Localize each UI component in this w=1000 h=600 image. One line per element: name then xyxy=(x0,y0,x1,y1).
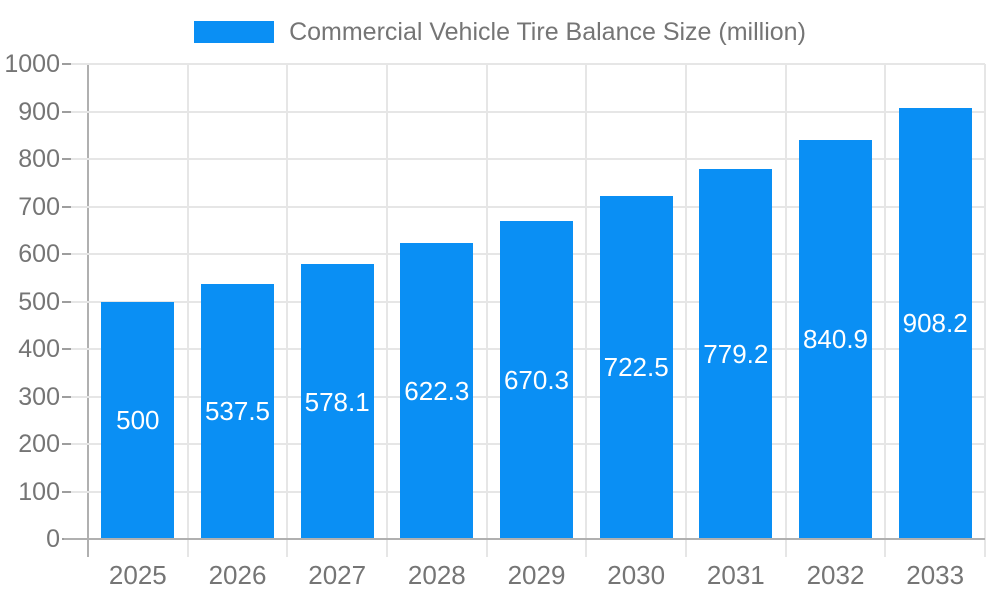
y-axis-label: 700 xyxy=(18,192,60,221)
y-axis-tick xyxy=(62,110,71,113)
y-axis-tick xyxy=(62,205,71,208)
vertical-gridline xyxy=(585,64,588,557)
vertical-gridline xyxy=(386,64,388,557)
bar[interactable]: 840.9 xyxy=(799,139,872,539)
bar-value-label: 840.9 xyxy=(802,324,869,355)
vertical-gridline xyxy=(186,64,189,557)
y-axis-tick xyxy=(62,158,71,160)
y-axis-tick xyxy=(62,395,71,398)
bar-value-label: 670.3 xyxy=(503,364,570,395)
bar-value-label: 500 xyxy=(116,405,160,436)
x-axis-label: 2033 xyxy=(906,560,965,590)
vertical-gridline xyxy=(984,64,986,557)
legend[interactable]: Commercial Vehicle Tire Balance Size (mi… xyxy=(0,18,1000,46)
y-axis-label: 600 xyxy=(18,240,60,268)
y-axis-label: 900 xyxy=(18,97,60,126)
y-axis-label: 500 xyxy=(18,287,60,316)
horizontal-gridline xyxy=(64,110,985,113)
x-axis-label: 2030 xyxy=(607,560,666,590)
y-axis-label: 100 xyxy=(18,477,60,506)
vertical-gridline xyxy=(784,64,787,557)
x-axis-label: 2032 xyxy=(806,560,865,590)
y-axis-tick xyxy=(62,443,71,445)
bar-value-label: 722.5 xyxy=(603,352,669,383)
bar[interactable]: 908.2 xyxy=(898,107,972,539)
y-axis-label: 0 xyxy=(46,525,60,553)
horizontal-gridline xyxy=(64,205,985,208)
y-axis-tick xyxy=(62,253,71,255)
bar[interactable]: 779.2 xyxy=(699,168,773,539)
bar[interactable]: 500 xyxy=(101,301,175,539)
y-axis-label: 300 xyxy=(18,382,60,411)
legend-swatch-icon xyxy=(194,21,275,43)
vertical-gridline xyxy=(685,64,687,557)
y-axis-label: 400 xyxy=(18,335,60,363)
legend-label: Commercial Vehicle Tire Balance Size (mi… xyxy=(289,18,806,46)
y-axis-tick xyxy=(62,300,71,303)
x-axis-label: 2031 xyxy=(706,560,765,590)
bar-value-label: 537.5 xyxy=(204,396,271,427)
bar-value-label: 578.1 xyxy=(304,386,370,417)
x-axis-line xyxy=(64,538,985,540)
vertical-gridline xyxy=(884,64,887,557)
bar-value-label: 622.3 xyxy=(404,376,470,407)
y-axis-line xyxy=(87,64,89,557)
y-axis-label: 200 xyxy=(18,430,60,458)
x-axis-label: 2029 xyxy=(507,560,566,590)
bar-value-label: 779.2 xyxy=(703,338,769,369)
bar[interactable]: 670.3 xyxy=(500,220,573,539)
x-axis-label: 2027 xyxy=(308,560,367,590)
vertical-gridline xyxy=(286,64,289,557)
bar-value-label: 908.2 xyxy=(902,308,968,339)
bar[interactable]: 578.1 xyxy=(300,264,374,539)
y-axis-label: 1000 xyxy=(4,50,60,78)
horizontal-gridline xyxy=(64,63,985,65)
y-axis-tick xyxy=(62,348,71,350)
bar[interactable]: 622.3 xyxy=(400,243,474,539)
x-axis-label: 2028 xyxy=(407,560,466,590)
y-axis-tick xyxy=(62,490,71,493)
bar[interactable]: 722.5 xyxy=(599,195,673,539)
x-axis-label: 2026 xyxy=(208,560,267,590)
x-axis-label: 2025 xyxy=(108,560,167,590)
vertical-gridline xyxy=(485,64,488,557)
horizontal-gridline xyxy=(64,158,985,160)
y-axis-label: 800 xyxy=(18,145,60,173)
y-axis-tick xyxy=(62,63,71,65)
bar[interactable]: 537.5 xyxy=(201,283,274,539)
